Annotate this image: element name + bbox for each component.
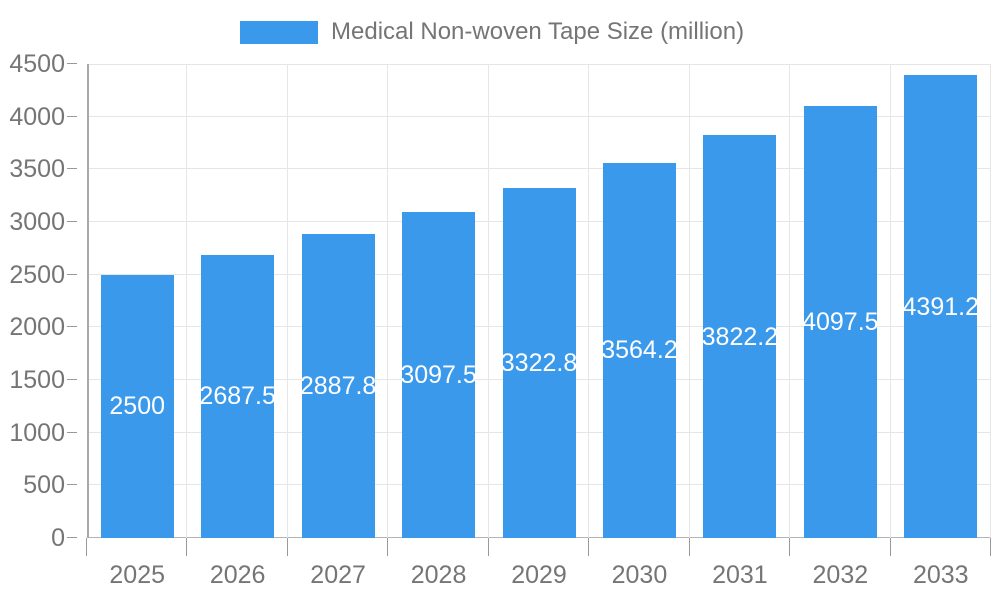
bar-2031: [703, 135, 777, 538]
y-tick: [67, 379, 77, 380]
x-tick: [688, 538, 690, 556]
x-tick: [286, 538, 288, 556]
x-tick-label: 2027: [310, 561, 366, 589]
x-tick: [487, 538, 489, 556]
y-tick: [67, 221, 77, 222]
bar-2032: [803, 106, 877, 538]
y-tick-label: 4000: [9, 102, 65, 131]
bar-value-label: 3822.2: [701, 322, 779, 351]
v-gridline: [889, 64, 891, 538]
bar-value-label: 4391.2: [902, 292, 979, 321]
bar-value-label: 3322.8: [500, 348, 578, 377]
y-tick: [67, 484, 77, 486]
x-tick-label: 2031: [712, 561, 768, 589]
legend-label: Medical Non-woven Tape Size (million): [331, 18, 745, 45]
x-tick-label: 2030: [611, 561, 668, 589]
bar-2028: [402, 211, 476, 538]
v-gridline: [286, 64, 288, 538]
v-gridline: [487, 64, 489, 538]
x-tick: [789, 538, 791, 556]
bar-2033: [904, 75, 978, 538]
y-tick-label: 3000: [9, 208, 65, 236]
bar-value-label: 3097.5: [400, 360, 477, 389]
y-tick-label: 2000: [9, 313, 65, 342]
y-axis-line: [87, 64, 89, 538]
v-gridline: [186, 64, 188, 538]
y-tick: [67, 273, 77, 275]
legend-swatch: [240, 20, 318, 44]
x-tick: [889, 538, 891, 556]
bar-value-label: 4097.5: [802, 308, 879, 337]
y-tick-label: 4500: [9, 50, 65, 78]
plot-area: 2500 2687.5 2887.8 3097.5 3322.8 3564.2 3822.2…: [87, 64, 991, 538]
x-tick-label: 2029: [511, 561, 567, 589]
x-tick-label: 2028: [410, 561, 467, 589]
h-gridline: [87, 115, 991, 117]
x-tick-label: 2032: [812, 561, 869, 589]
chart-legend: Medical Non-woven Tape Size (million): [240, 18, 745, 45]
y-tick-label: 3500: [9, 155, 65, 184]
bar-value-label: 2687.5: [199, 382, 276, 411]
bar-2027: [301, 233, 375, 538]
x-tick-label: 2033: [912, 561, 969, 589]
v-gridline: [990, 64, 991, 538]
bar-value-label: 2887.8: [299, 371, 377, 400]
bar-2025: [100, 274, 174, 538]
v-gridline: [789, 64, 791, 538]
v-gridline: [387, 64, 389, 538]
x-tick: [86, 538, 87, 556]
y-tick-label: 500: [23, 471, 65, 500]
bar-2030: [602, 162, 676, 538]
x-tick-label: 2025: [109, 561, 166, 589]
h-gridline: [87, 168, 991, 170]
bar-2029: [502, 188, 576, 538]
y-tick: [67, 115, 77, 117]
y-tick-label: 1000: [9, 418, 65, 447]
v-gridline: [688, 64, 690, 538]
y-tick-label: 1500: [9, 366, 65, 394]
bar-value-label: 2500: [109, 392, 166, 421]
x-tick: [588, 538, 590, 556]
y-tick-label: 2500: [9, 260, 65, 289]
x-tick-label: 2026: [209, 561, 266, 589]
v-gridline: [588, 64, 590, 538]
bar-value-label: 3564.2: [601, 336, 678, 365]
y-tick: [67, 326, 77, 328]
y-tick: [67, 63, 77, 64]
y-tick: [67, 168, 77, 170]
y-tick: [67, 431, 77, 433]
x-tick: [186, 538, 188, 556]
x-tick: [990, 538, 991, 556]
y-tick: [67, 537, 77, 538]
bar-2026: [201, 254, 275, 538]
h-gridline: [87, 64, 991, 65]
y-tick-label: 0: [51, 524, 65, 552]
x-tick: [387, 538, 389, 556]
